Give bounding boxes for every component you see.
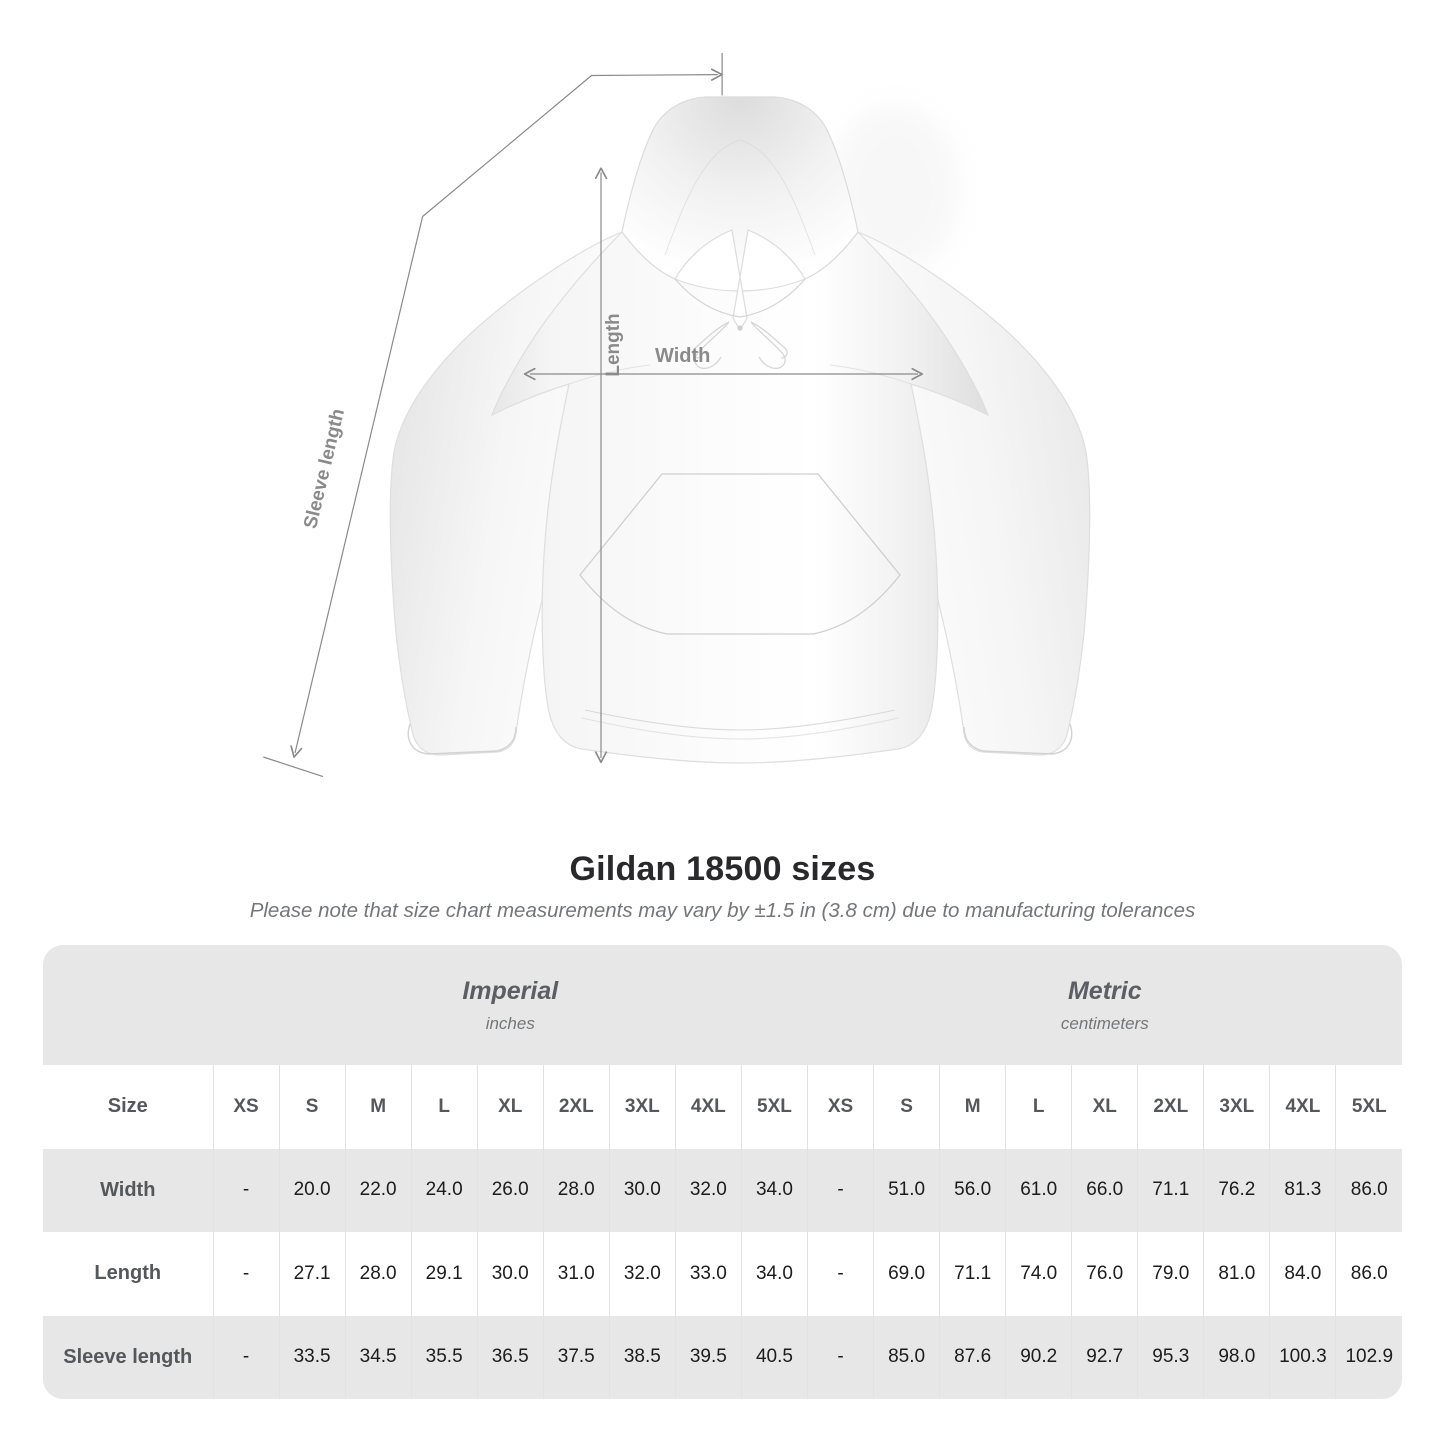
- svg-text:Sleeve length: Sleeve length: [300, 407, 349, 531]
- svg-text:Width: Width: [655, 345, 710, 367]
- svg-text:Length: Length: [603, 313, 624, 376]
